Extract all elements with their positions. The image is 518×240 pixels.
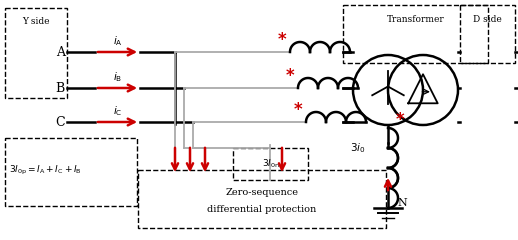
Text: Y side: Y side xyxy=(22,18,50,26)
Bar xyxy=(233,148,308,180)
Text: $3I_{0\mathrm{p}}=I_{\mathrm{A}}+I_{\mathrm{C}}+I_{\mathrm{B}}$: $3I_{0\mathrm{p}}=I_{\mathrm{A}}+I_{\mat… xyxy=(9,163,82,177)
Text: $3I_{0\mathrm{n}}$: $3I_{0\mathrm{n}}$ xyxy=(262,158,280,170)
Bar xyxy=(5,8,67,98)
Text: $i_{\mathrm{B}}$: $i_{\mathrm{B}}$ xyxy=(113,70,122,84)
Text: $i_{\mathrm{A}}$: $i_{\mathrm{A}}$ xyxy=(112,34,122,48)
Text: N: N xyxy=(397,198,407,208)
Text: *: * xyxy=(294,101,303,119)
Bar xyxy=(343,5,488,63)
Text: *: * xyxy=(396,111,405,129)
Text: A: A xyxy=(56,46,65,59)
Text: Zero-sequence: Zero-sequence xyxy=(225,187,298,197)
Text: Transformer: Transformer xyxy=(386,14,444,24)
Bar xyxy=(5,138,137,206)
Text: *: * xyxy=(278,31,286,49)
Text: differential protection: differential protection xyxy=(207,205,316,214)
Text: C: C xyxy=(55,115,65,128)
Text: $i_{\mathrm{C}}$: $i_{\mathrm{C}}$ xyxy=(113,104,122,118)
Text: *: * xyxy=(286,67,294,85)
Text: $3i_0$: $3i_0$ xyxy=(350,141,366,155)
Text: D side: D side xyxy=(473,14,502,24)
Bar xyxy=(460,5,515,63)
Text: B: B xyxy=(56,82,65,95)
Bar xyxy=(138,170,386,228)
